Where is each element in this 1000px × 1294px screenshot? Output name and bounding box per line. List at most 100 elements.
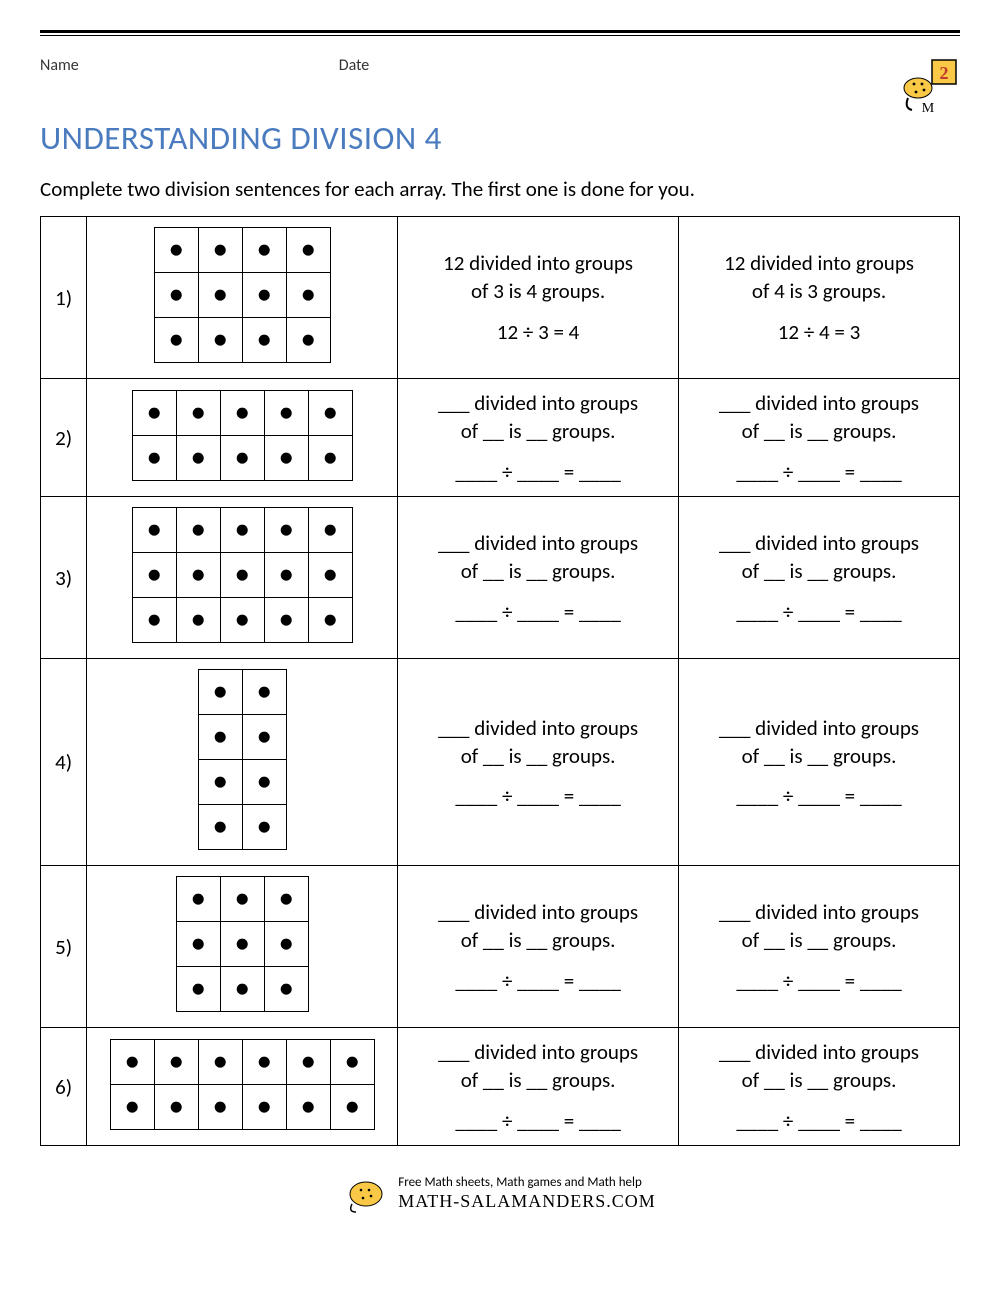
answer-line2: of __ is __ groups. bbox=[687, 742, 951, 770]
dot-cell: ● bbox=[154, 228, 198, 273]
dot-cell: ● bbox=[264, 508, 308, 553]
answer-line2: of __ is __ groups. bbox=[687, 557, 951, 585]
dot-cell: ● bbox=[198, 805, 242, 850]
dot-cell: ● bbox=[132, 553, 176, 598]
answer-line2: of __ is __ groups. bbox=[406, 1066, 670, 1094]
dot-cell: ● bbox=[286, 273, 330, 318]
instructions: Complete two division sentences for each… bbox=[40, 176, 960, 202]
dot-cell: ● bbox=[264, 553, 308, 598]
dot-cell: ● bbox=[220, 877, 264, 922]
footer-domain: MATH-SALAMANDERS.COM bbox=[398, 1191, 656, 1213]
dot-cell: ● bbox=[286, 228, 330, 273]
problems-table: 1)●●●●●●●●●●●●12 divided into groupsof 3… bbox=[40, 216, 960, 1146]
dot-cell: ● bbox=[176, 553, 220, 598]
answer-equation: ____ ÷ ____ = ____ bbox=[687, 782, 951, 810]
dot-cell: ● bbox=[264, 598, 308, 643]
answer-line1: 12 divided into groups bbox=[406, 249, 670, 277]
problem-number: 4) bbox=[41, 659, 87, 866]
dot-cell: ● bbox=[110, 1039, 154, 1084]
answer-equation: 12 ÷ 4 = 3 bbox=[687, 318, 951, 346]
dot-cell: ● bbox=[330, 1039, 374, 1084]
dot-cell: ● bbox=[242, 805, 286, 850]
dot-cell: ● bbox=[198, 1039, 242, 1084]
dot-cell: ● bbox=[154, 273, 198, 318]
dot-cell: ● bbox=[110, 1084, 154, 1129]
answer-line1: ___ divided into groups bbox=[406, 714, 670, 742]
answer-cell-left: ___ divided into groupsof __ is __ group… bbox=[398, 497, 679, 659]
dot-cell: ● bbox=[154, 1039, 198, 1084]
header-fields: Name Date bbox=[40, 54, 896, 75]
footer-tagline: Free Math sheets, Math games and Math he… bbox=[398, 1175, 656, 1191]
answer-line2: of __ is __ groups. bbox=[406, 926, 670, 954]
problem-number: 5) bbox=[41, 866, 87, 1028]
answer-line1: ___ divided into groups bbox=[406, 1038, 670, 1066]
dot-cell: ● bbox=[198, 228, 242, 273]
dot-cell: ● bbox=[264, 877, 308, 922]
answer-line2: of 4 is 3 groups. bbox=[687, 277, 951, 305]
dot-cell: ● bbox=[242, 715, 286, 760]
dot-cell: ● bbox=[176, 922, 220, 967]
dot-cell: ● bbox=[330, 1084, 374, 1129]
svg-text:M: M bbox=[922, 101, 935, 114]
answer-line1: ___ divided into groups bbox=[406, 529, 670, 557]
problem-row: 6)●●●●●●●●●●●●___ divided into groupsof … bbox=[41, 1028, 960, 1146]
answer-equation: ____ ÷ ____ = ____ bbox=[406, 458, 670, 486]
answer-equation: ____ ÷ ____ = ____ bbox=[406, 967, 670, 995]
date-label: Date bbox=[339, 56, 370, 75]
problem-row: 5)●●●●●●●●●___ divided into groupsof __ … bbox=[41, 866, 960, 1028]
dot-cell: ● bbox=[176, 967, 220, 1012]
answer-cell-right: ___ divided into groupsof __ is __ group… bbox=[679, 497, 960, 659]
answer-cell-left: ___ divided into groupsof __ is __ group… bbox=[398, 866, 679, 1028]
dot-cell: ● bbox=[198, 318, 242, 363]
dot-cell: ● bbox=[308, 508, 352, 553]
answer-equation: ____ ÷ ____ = ____ bbox=[687, 598, 951, 626]
dot-cell: ● bbox=[286, 318, 330, 363]
footer: Free Math sheets, Math games and Math he… bbox=[40, 1174, 960, 1218]
dot-cell: ● bbox=[264, 922, 308, 967]
answer-line2: of __ is __ groups. bbox=[687, 926, 951, 954]
answer-line2: of __ is __ groups. bbox=[687, 417, 951, 445]
dot-cell: ● bbox=[132, 390, 176, 435]
svg-text:2: 2 bbox=[940, 63, 949, 83]
dot-cell: ● bbox=[264, 435, 308, 480]
dot-cell: ● bbox=[286, 1039, 330, 1084]
answer-cell-right: 12 divided into groupsof 4 is 3 groups. 1… bbox=[679, 217, 960, 379]
answer-line1: ___ divided into groups bbox=[687, 714, 951, 742]
answer-cell-right: ___ divided into groupsof __ is __ group… bbox=[679, 1028, 960, 1146]
dot-cell: ● bbox=[176, 598, 220, 643]
dot-cell: ● bbox=[176, 877, 220, 922]
dot-cell: ● bbox=[220, 598, 264, 643]
dot-cell: ● bbox=[220, 553, 264, 598]
dot-cell: ● bbox=[242, 1084, 286, 1129]
dot-array-cell: ●●●●●●●●●●●● bbox=[87, 1028, 398, 1146]
answer-line1: ___ divided into groups bbox=[687, 529, 951, 557]
answer-line1: 12 divided into groups bbox=[687, 249, 951, 277]
answer-cell-right: ___ divided into groupsof __ is __ group… bbox=[679, 379, 960, 497]
dot-cell: ● bbox=[286, 1084, 330, 1129]
answer-line1: ___ divided into groups bbox=[687, 1038, 951, 1066]
dot-cell: ● bbox=[308, 435, 352, 480]
dot-cell: ● bbox=[242, 760, 286, 805]
dot-cell: ● bbox=[132, 598, 176, 643]
answer-equation: ____ ÷ ____ = ____ bbox=[687, 458, 951, 486]
dot-cell: ● bbox=[220, 435, 264, 480]
dot-cell: ● bbox=[242, 318, 286, 363]
dot-cell: ● bbox=[308, 553, 352, 598]
answer-cell-right: ___ divided into groupsof __ is __ group… bbox=[679, 866, 960, 1028]
dot-cell: ● bbox=[242, 273, 286, 318]
answer-cell-left: ___ divided into groupsof __ is __ group… bbox=[398, 379, 679, 497]
problem-row: 3)●●●●●●●●●●●●●●●___ divided into groups… bbox=[41, 497, 960, 659]
worksheet-title: UNDERSTANDING DIVISION 4 bbox=[40, 118, 960, 158]
dot-cell: ● bbox=[198, 273, 242, 318]
dot-cell: ● bbox=[264, 967, 308, 1012]
answer-equation: ____ ÷ ____ = ____ bbox=[406, 1107, 670, 1135]
answer-cell-left: ___ divided into groupsof __ is __ group… bbox=[398, 1028, 679, 1146]
dot-cell: ● bbox=[242, 228, 286, 273]
problem-number: 3) bbox=[41, 497, 87, 659]
dot-cell: ● bbox=[198, 1084, 242, 1129]
answer-line2: of __ is __ groups. bbox=[406, 417, 670, 445]
problem-row: 1)●●●●●●●●●●●●12 divided into groupsof 3… bbox=[41, 217, 960, 379]
dot-cell: ● bbox=[264, 390, 308, 435]
answer-line1: ___ divided into groups bbox=[406, 898, 670, 926]
problem-row: 4)●●●●●●●●___ divided into groupsof __ i… bbox=[41, 659, 960, 866]
